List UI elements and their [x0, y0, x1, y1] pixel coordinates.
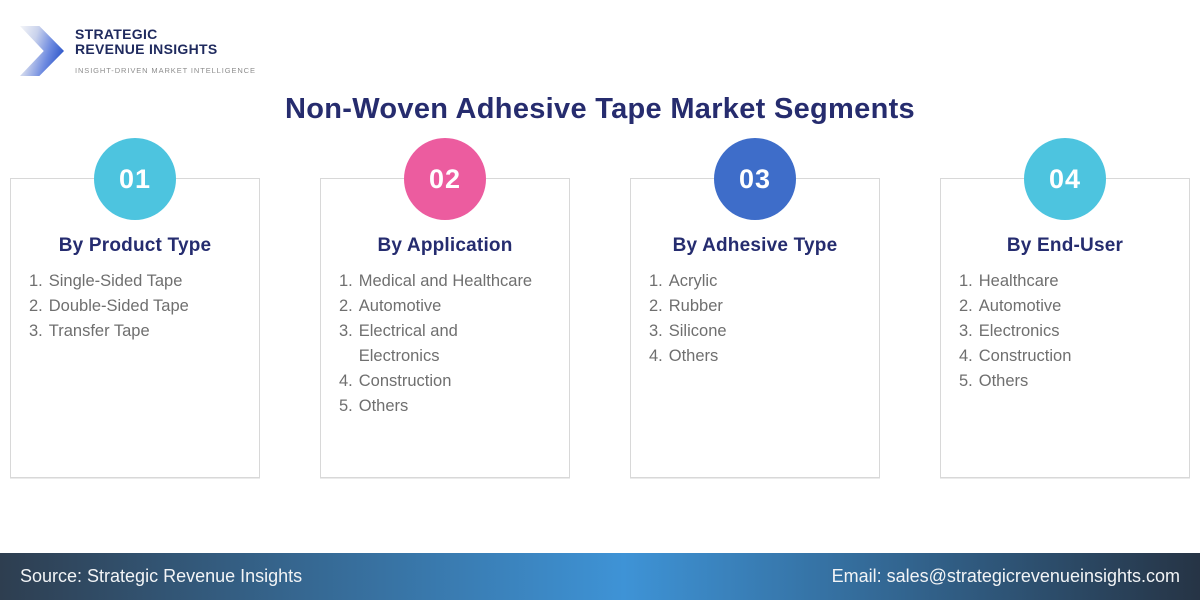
list-item: 2. Rubber: [649, 294, 871, 319]
list-item-number: 3.: [339, 322, 353, 340]
list-item: 3. Silicone: [649, 319, 871, 344]
brand-name-line2: REVENUE INSIGHTS: [75, 41, 218, 57]
brand-logo-text: STRATEGIC REVENUE INSIGHTS INSIGHT-DRIVE…: [75, 24, 256, 76]
list-item: 2. Automotive: [959, 294, 1181, 319]
footer-email: Email: sales@strategicrevenueinsights.co…: [831, 566, 1180, 586]
segment-card-adhesive-type: 03 By Adhesive Type 1. Acrylic 2. Rubber…: [630, 138, 880, 478]
list-item-number: 4.: [339, 372, 353, 390]
list-item-text: Transfer Tape: [48, 322, 150, 340]
page-title: Non-Woven Adhesive Tape Market Segments: [285, 93, 915, 125]
brand-logo: STRATEGIC REVENUE INSIGHTS INSIGHT-DRIVE…: [20, 24, 256, 76]
brand-tagline: INSIGHT-DRIVEN MARKET INTELLIGENCE: [75, 66, 256, 75]
segment-list: 1. Medical and Healthcare 2. Automotive …: [339, 269, 561, 419]
segment-card-product-type: 01 By Product Type 1. Single-Sided Tape …: [10, 138, 260, 478]
segment-list: 1. Healthcare 2. Automotive 3. Electroni…: [959, 269, 1181, 394]
list-item-number: 1.: [29, 272, 43, 290]
list-item: 2. Automotive: [339, 294, 561, 319]
list-item: 5. Others: [959, 369, 1181, 394]
list-item-number: 5.: [339, 397, 353, 415]
segment-heading: By Adhesive Type: [672, 235, 838, 256]
footer-source: Source: Strategic Revenue Insights: [20, 566, 303, 586]
list-item-number: 2.: [959, 297, 973, 315]
list-item-text: Single-Sided Tape: [48, 272, 183, 290]
list-item-number: 4.: [649, 347, 663, 365]
list-item: 1. Healthcare: [959, 269, 1181, 294]
list-item: 4. Construction: [339, 369, 561, 394]
list-item-text: Healthcare: [978, 272, 1059, 290]
list-item-text: Acrylic: [668, 272, 718, 290]
list-item-number: 1.: [959, 272, 973, 290]
list-item-text: Automotive: [978, 297, 1062, 315]
list-item-text: Double-Sided Tape: [48, 297, 189, 315]
list-item-text: Rubber: [668, 297, 723, 315]
list-item-text: Others: [358, 397, 409, 415]
list-item-number: 1.: [649, 272, 663, 290]
list-item: 1. Single-Sided Tape: [29, 269, 251, 294]
list-item-number: 1.: [339, 272, 353, 290]
list-item-text: Automotive: [358, 297, 442, 315]
segment-card-application: 02 By Application 1. Medical and Healthc…: [320, 138, 570, 478]
list-item-text: Construction: [358, 372, 452, 390]
chevron-arrow-icon: [20, 26, 64, 76]
list-item-text: Electronics: [978, 322, 1060, 340]
list-item-number: 2.: [29, 297, 43, 315]
list-item-number: 3.: [649, 322, 663, 340]
list-item-number: 3.: [959, 322, 973, 340]
list-item-text: Silicone: [668, 322, 727, 340]
list-item-text: Electrical and Electronics: [358, 322, 458, 365]
list-item-number: 4.: [959, 347, 973, 365]
list-item: 3. Transfer Tape: [29, 319, 251, 344]
segment-card-end-user: 04 By End-User 1. Healthcare 2. Automoti…: [940, 138, 1190, 478]
list-item-number: 2.: [339, 297, 353, 315]
list-item-number: 3.: [29, 322, 43, 340]
list-item-text: Others: [978, 372, 1029, 390]
list-item: 2. Double-Sided Tape: [29, 294, 251, 319]
segment-number-badge: 03: [714, 138, 796, 220]
list-item: 5. Others: [339, 394, 561, 419]
list-item-number: 2.: [649, 297, 663, 315]
segment-number-badge: 04: [1024, 138, 1106, 220]
segment-heading: By Application: [377, 235, 513, 256]
segment-heading: By Product Type: [58, 235, 212, 256]
list-item: 4. Others: [649, 344, 871, 369]
list-item-number: 5.: [959, 372, 973, 390]
segment-list: 1. Single-Sided Tape 2. Double-Sided Tap…: [29, 269, 251, 344]
list-item-text: Others: [668, 347, 719, 365]
segment-cards: 01 By Product Type 1. Single-Sided Tape …: [10, 138, 1190, 478]
footer-bar: Source: Strategic Revenue Insights Email…: [0, 553, 1200, 600]
segment-heading: By End-User: [1006, 235, 1124, 256]
segment-number-badge: 02: [404, 138, 486, 220]
list-item: 1. Acrylic: [649, 269, 871, 294]
list-item: 4. Construction: [959, 344, 1181, 369]
list-item-text: Construction: [978, 347, 1072, 365]
list-item-text: Medical and Healthcare: [358, 272, 533, 290]
segment-list: 1. Acrylic 2. Rubber 3. Silicone 4. Othe…: [649, 269, 871, 369]
list-item: 3. Electrical and Electronics: [339, 319, 561, 369]
segment-number-badge: 01: [94, 138, 176, 220]
brand-name-line1: STRATEGIC: [75, 26, 158, 42]
list-item: 3. Electronics: [959, 319, 1181, 344]
list-item: 1. Medical and Healthcare: [339, 269, 561, 294]
